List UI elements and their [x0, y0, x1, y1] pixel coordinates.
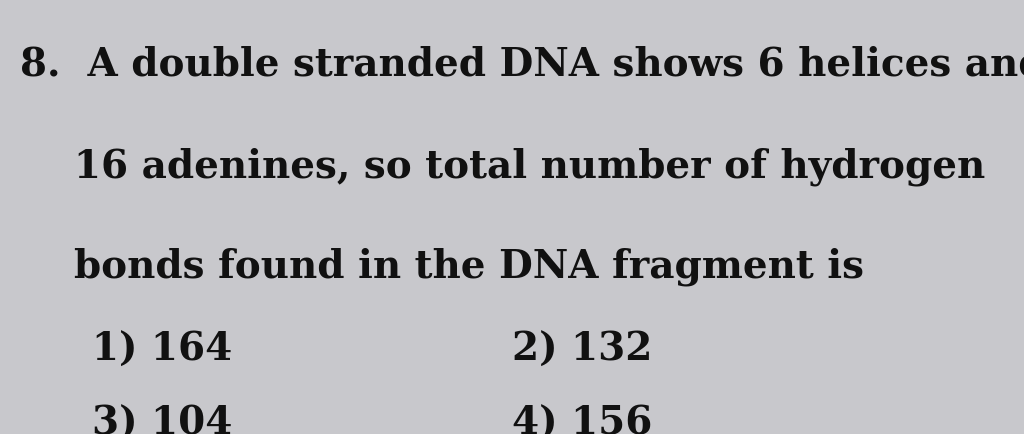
Text: 8.  A double stranded DNA shows 6 helices and: 8. A double stranded DNA shows 6 helices…: [20, 46, 1024, 83]
Text: 2) 132: 2) 132: [512, 330, 652, 368]
Text: 3) 104: 3) 104: [92, 404, 232, 434]
Text: 1) 164: 1) 164: [92, 330, 232, 368]
Text: 16 adenines, so total number of hydrogen: 16 adenines, so total number of hydrogen: [20, 148, 986, 186]
Text: 4) 156: 4) 156: [512, 404, 652, 434]
Text: bonds found in the DNA fragment is: bonds found in the DNA fragment is: [20, 247, 864, 286]
